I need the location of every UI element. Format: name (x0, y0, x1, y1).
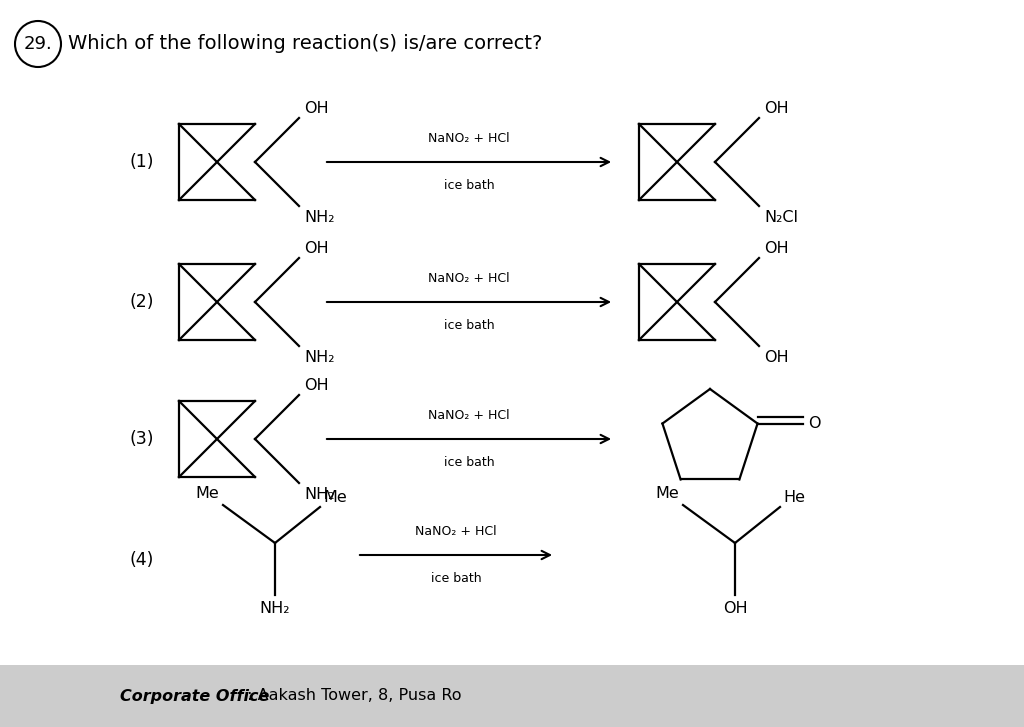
Text: He: He (783, 490, 805, 505)
Text: : Aakash Tower, 8, Pusa Ro: : Aakash Tower, 8, Pusa Ro (242, 688, 462, 704)
Text: OH: OH (304, 241, 329, 256)
Text: Me: Me (323, 490, 347, 505)
Text: Me: Me (655, 486, 679, 501)
Text: NaNO₂ + HCl: NaNO₂ + HCl (428, 272, 510, 285)
Text: 29.: 29. (24, 35, 52, 53)
Text: N₂Cl: N₂Cl (764, 210, 798, 225)
Text: NaNO₂ + HCl: NaNO₂ + HCl (428, 132, 510, 145)
Text: NH₂: NH₂ (260, 601, 290, 616)
Text: (4): (4) (130, 551, 155, 569)
Text: OH: OH (764, 101, 788, 116)
Text: ice bath: ice bath (431, 572, 481, 585)
FancyBboxPatch shape (0, 665, 1024, 727)
Text: ice bath: ice bath (443, 456, 495, 469)
Text: Me: Me (196, 486, 219, 501)
Text: NaNO₂ + HCl: NaNO₂ + HCl (428, 409, 510, 422)
Text: O: O (809, 416, 821, 431)
Text: NH₂: NH₂ (304, 487, 335, 502)
Text: OH: OH (764, 350, 788, 365)
Text: OH: OH (764, 241, 788, 256)
Text: ice bath: ice bath (443, 179, 495, 192)
Text: OH: OH (723, 601, 748, 616)
Text: OH: OH (304, 378, 329, 393)
Text: OH: OH (304, 101, 329, 116)
Text: NH₂: NH₂ (304, 350, 335, 365)
Text: (2): (2) (130, 293, 155, 311)
Text: NH₂: NH₂ (304, 210, 335, 225)
Text: Which of the following reaction(s) is/are correct?: Which of the following reaction(s) is/ar… (68, 34, 543, 54)
Text: ice bath: ice bath (443, 319, 495, 332)
Text: (1): (1) (130, 153, 155, 171)
Text: NaNO₂ + HCl: NaNO₂ + HCl (415, 525, 497, 538)
Text: Corporate Office: Corporate Office (120, 688, 269, 704)
Text: (3): (3) (130, 430, 155, 448)
